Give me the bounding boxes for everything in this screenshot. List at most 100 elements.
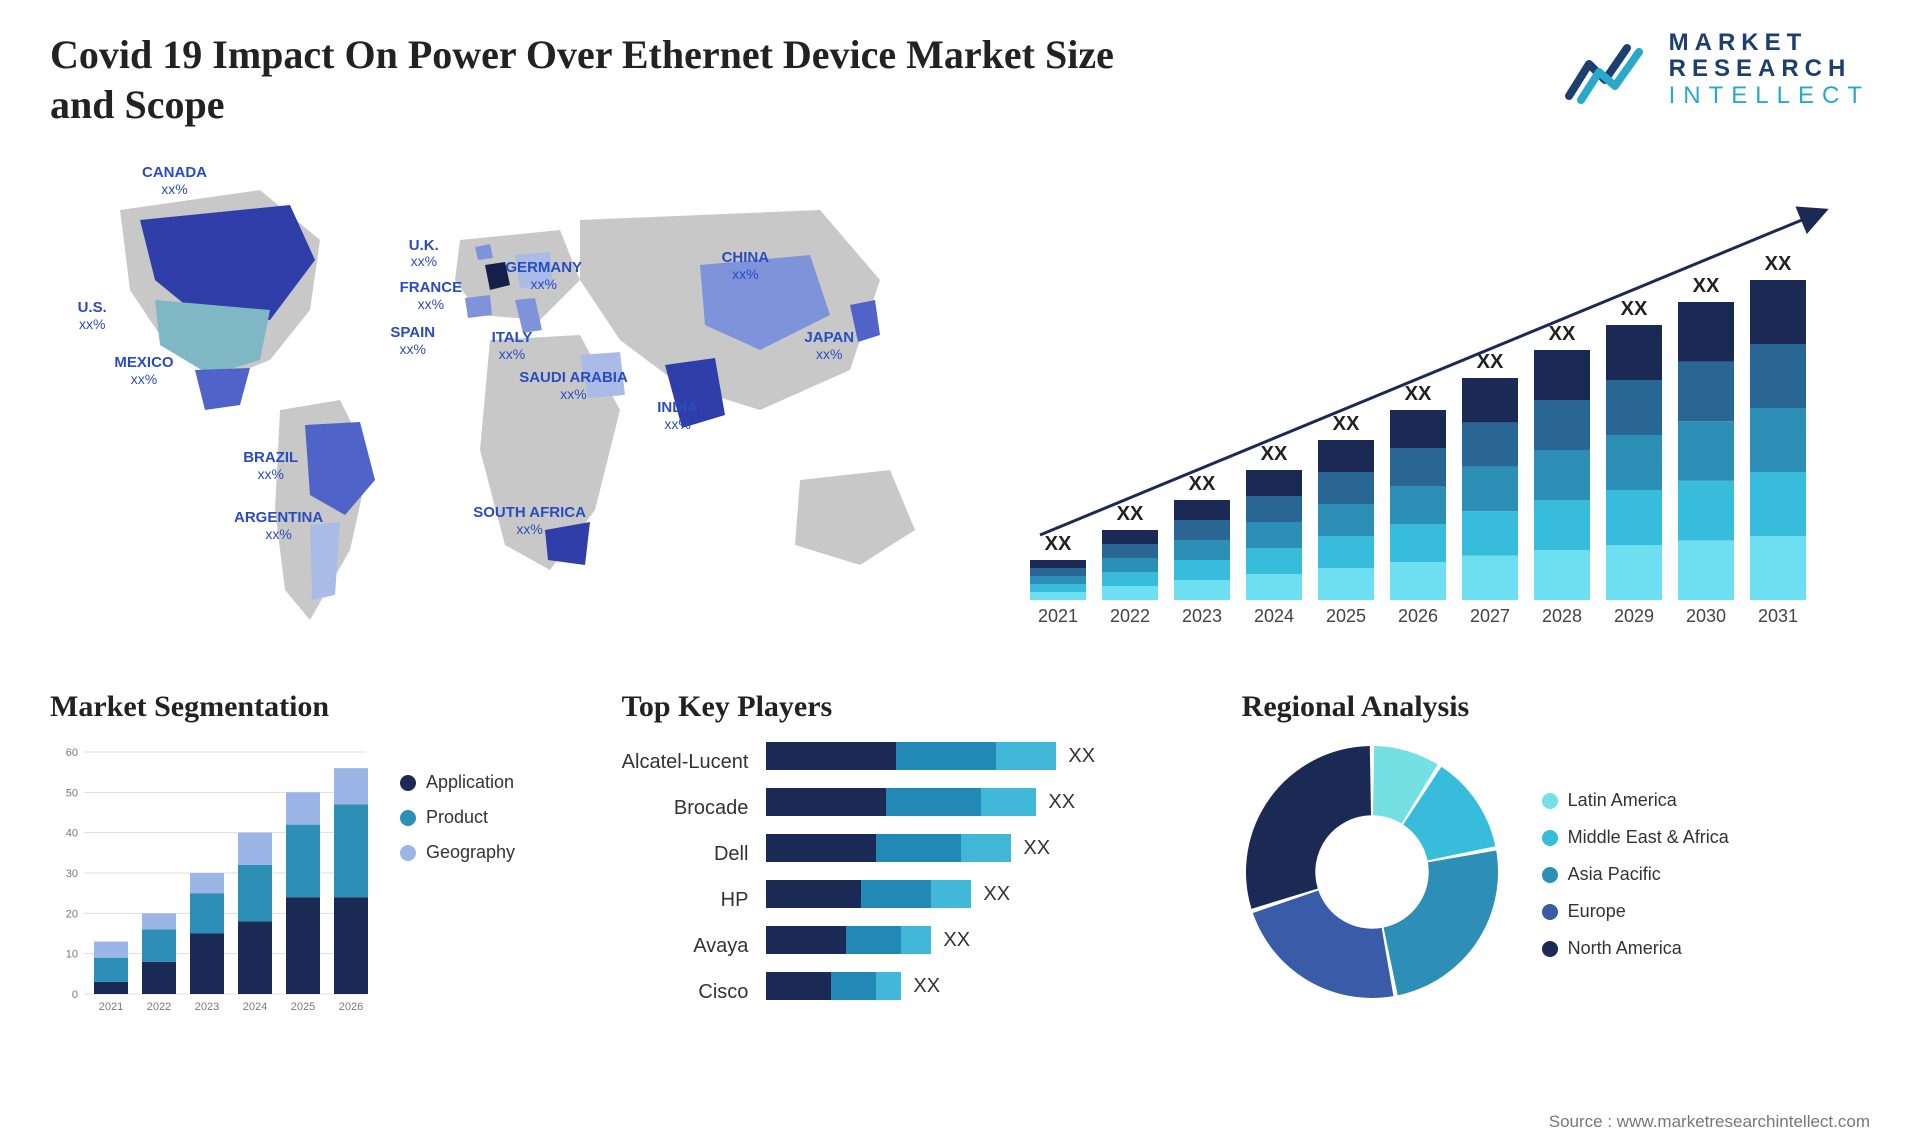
legend-dot-icon (1542, 904, 1558, 920)
player-label-hp: HP (622, 886, 749, 914)
player-bar-segment (766, 880, 861, 908)
player-bar-segment (981, 788, 1036, 816)
svg-text:0: 0 (72, 989, 78, 1001)
legend-dot-icon (1542, 830, 1558, 846)
svg-text:2024: 2024 (243, 1001, 267, 1013)
svg-text:2023: 2023 (195, 1001, 219, 1013)
player-label-cisco: Cisco (622, 978, 749, 1006)
svg-text:20: 20 (66, 908, 78, 920)
player-bar: XX (766, 926, 1095, 954)
player-value: XX (1023, 837, 1050, 860)
map-label-italy: ITALYxx% (492, 330, 533, 362)
map-label-canada: CANADAxx% (142, 165, 207, 197)
player-bar-segment (876, 834, 961, 862)
regional-donut (1242, 742, 1502, 1007)
svg-text:2025: 2025 (291, 1001, 315, 1013)
seg-legend-application: Application (400, 772, 515, 793)
legend-label: Middle East & Africa (1568, 827, 1729, 848)
player-bar-segment (766, 834, 876, 862)
player-bar-segment (831, 972, 876, 1000)
map-mexico (195, 368, 250, 410)
player-value: XX (1048, 791, 1075, 814)
legend-dot-icon (400, 845, 416, 861)
map-label-south-africa: SOUTH AFRICAxx% (473, 505, 586, 537)
market-segmentation-section: Market Segmentation 01020304050602021202… (50, 690, 582, 1022)
player-label-dell: Dell (622, 840, 749, 868)
svg-text:60: 60 (66, 747, 78, 759)
map-spain (465, 295, 492, 318)
legend-dot-icon (400, 810, 416, 826)
legend-label: Product (426, 807, 488, 828)
player-bar-segment (896, 742, 996, 770)
players-labels: Alcatel-Lucent Brocade Dell HP Avaya Cisco (622, 742, 749, 1006)
svg-text:XX: XX (1765, 253, 1792, 275)
legend-label: Geography (426, 842, 515, 863)
player-value: XX (913, 975, 940, 998)
svg-text:2028: 2028 (1542, 606, 1582, 626)
player-value: XX (1068, 745, 1095, 768)
segmentation-chart: 0102030405060202120222023202420252026 (50, 742, 370, 1022)
source-attribution: Source : www.marketresearchintellect.com (1549, 1112, 1870, 1132)
region-legend-asia-pacific: Asia Pacific (1542, 864, 1729, 885)
svg-text:30: 30 (66, 868, 78, 880)
player-bar-segment (861, 880, 931, 908)
player-bar-segment (996, 742, 1056, 770)
player-label-avaya: Avaya (622, 932, 749, 960)
legend-dot-icon (1542, 941, 1558, 957)
svg-text:2026: 2026 (339, 1001, 363, 1013)
player-bar: XX (766, 972, 1095, 1000)
svg-text:XX: XX (1549, 323, 1576, 345)
svg-text:2025: 2025 (1326, 606, 1366, 626)
svg-text:XX: XX (1621, 298, 1648, 320)
player-bar-segment (766, 926, 846, 954)
player-bar-segment (846, 926, 901, 954)
svg-text:XX: XX (1045, 533, 1072, 555)
players-bars: XX XX XX XX XX XX (766, 742, 1095, 1006)
growth-chart: 2021XX2022XX2023XX2024XX2025XX2026XX2027… (1010, 150, 1870, 650)
world-map: CANADAxx%U.S.xx%MEXICOxx%BRAZILxx%ARGENT… (50, 150, 970, 650)
player-bar-segment (886, 788, 981, 816)
player-label-alcatel-lucent: Alcatel-Lucent (622, 748, 749, 776)
seg-legend-product: Product (400, 807, 515, 828)
region-legend-middle-east-africa: Middle East & Africa (1542, 827, 1729, 848)
player-bar: XX (766, 880, 1095, 908)
brand-logo-icon (1565, 34, 1655, 106)
svg-text:XX: XX (1189, 473, 1216, 495)
top-key-players-section: Top Key Players Alcatel-LucentBrocadeDel… (622, 690, 1202, 1022)
seg-legend-geography: Geography (400, 842, 515, 863)
legend-label: Europe (1568, 901, 1626, 922)
map-label-france: FRANCExx% (400, 280, 463, 312)
map-label-china: CHINAxx% (722, 250, 770, 282)
map-label-mexico: MEXICOxx% (114, 355, 173, 387)
svg-text:2022: 2022 (147, 1001, 171, 1013)
region-legend-latin-america: Latin America (1542, 790, 1729, 811)
logo-line1: MARKET (1669, 30, 1870, 56)
svg-text:2029: 2029 (1614, 606, 1654, 626)
map-label-saudi-arabia: SAUDI ARABIAxx% (519, 370, 628, 402)
player-bar-segment (876, 972, 901, 1000)
svg-text:XX: XX (1693, 275, 1720, 297)
region-legend-north-america: North America (1542, 938, 1729, 959)
legend-label: North America (1568, 938, 1682, 959)
svg-text:2030: 2030 (1686, 606, 1726, 626)
svg-text:2027: 2027 (1470, 606, 1510, 626)
player-label-brocade: Brocade (622, 794, 749, 822)
map-label-india: INDIAxx% (657, 400, 698, 432)
svg-text:2023: 2023 (1182, 606, 1222, 626)
map-label-germany: GERMANYxx% (505, 260, 582, 292)
region-legend-europe: Europe (1542, 901, 1729, 922)
logo-line2: RESEARCH (1669, 56, 1870, 82)
regional-title: Regional Analysis (1242, 690, 1870, 724)
legend-dot-icon (1542, 867, 1558, 883)
map-label-brazil: BRAZILxx% (243, 450, 298, 482)
svg-text:XX: XX (1333, 413, 1360, 435)
svg-text:XX: XX (1117, 503, 1144, 525)
map-label-u-s-: U.S.xx% (78, 300, 107, 332)
svg-text:2031: 2031 (1758, 606, 1798, 626)
player-value: XX (983, 883, 1010, 906)
player-bar-segment (766, 788, 886, 816)
player-bar: XX (766, 788, 1095, 816)
svg-text:10: 10 (66, 949, 78, 961)
svg-text:XX: XX (1405, 383, 1432, 405)
player-bar-segment (901, 926, 931, 954)
